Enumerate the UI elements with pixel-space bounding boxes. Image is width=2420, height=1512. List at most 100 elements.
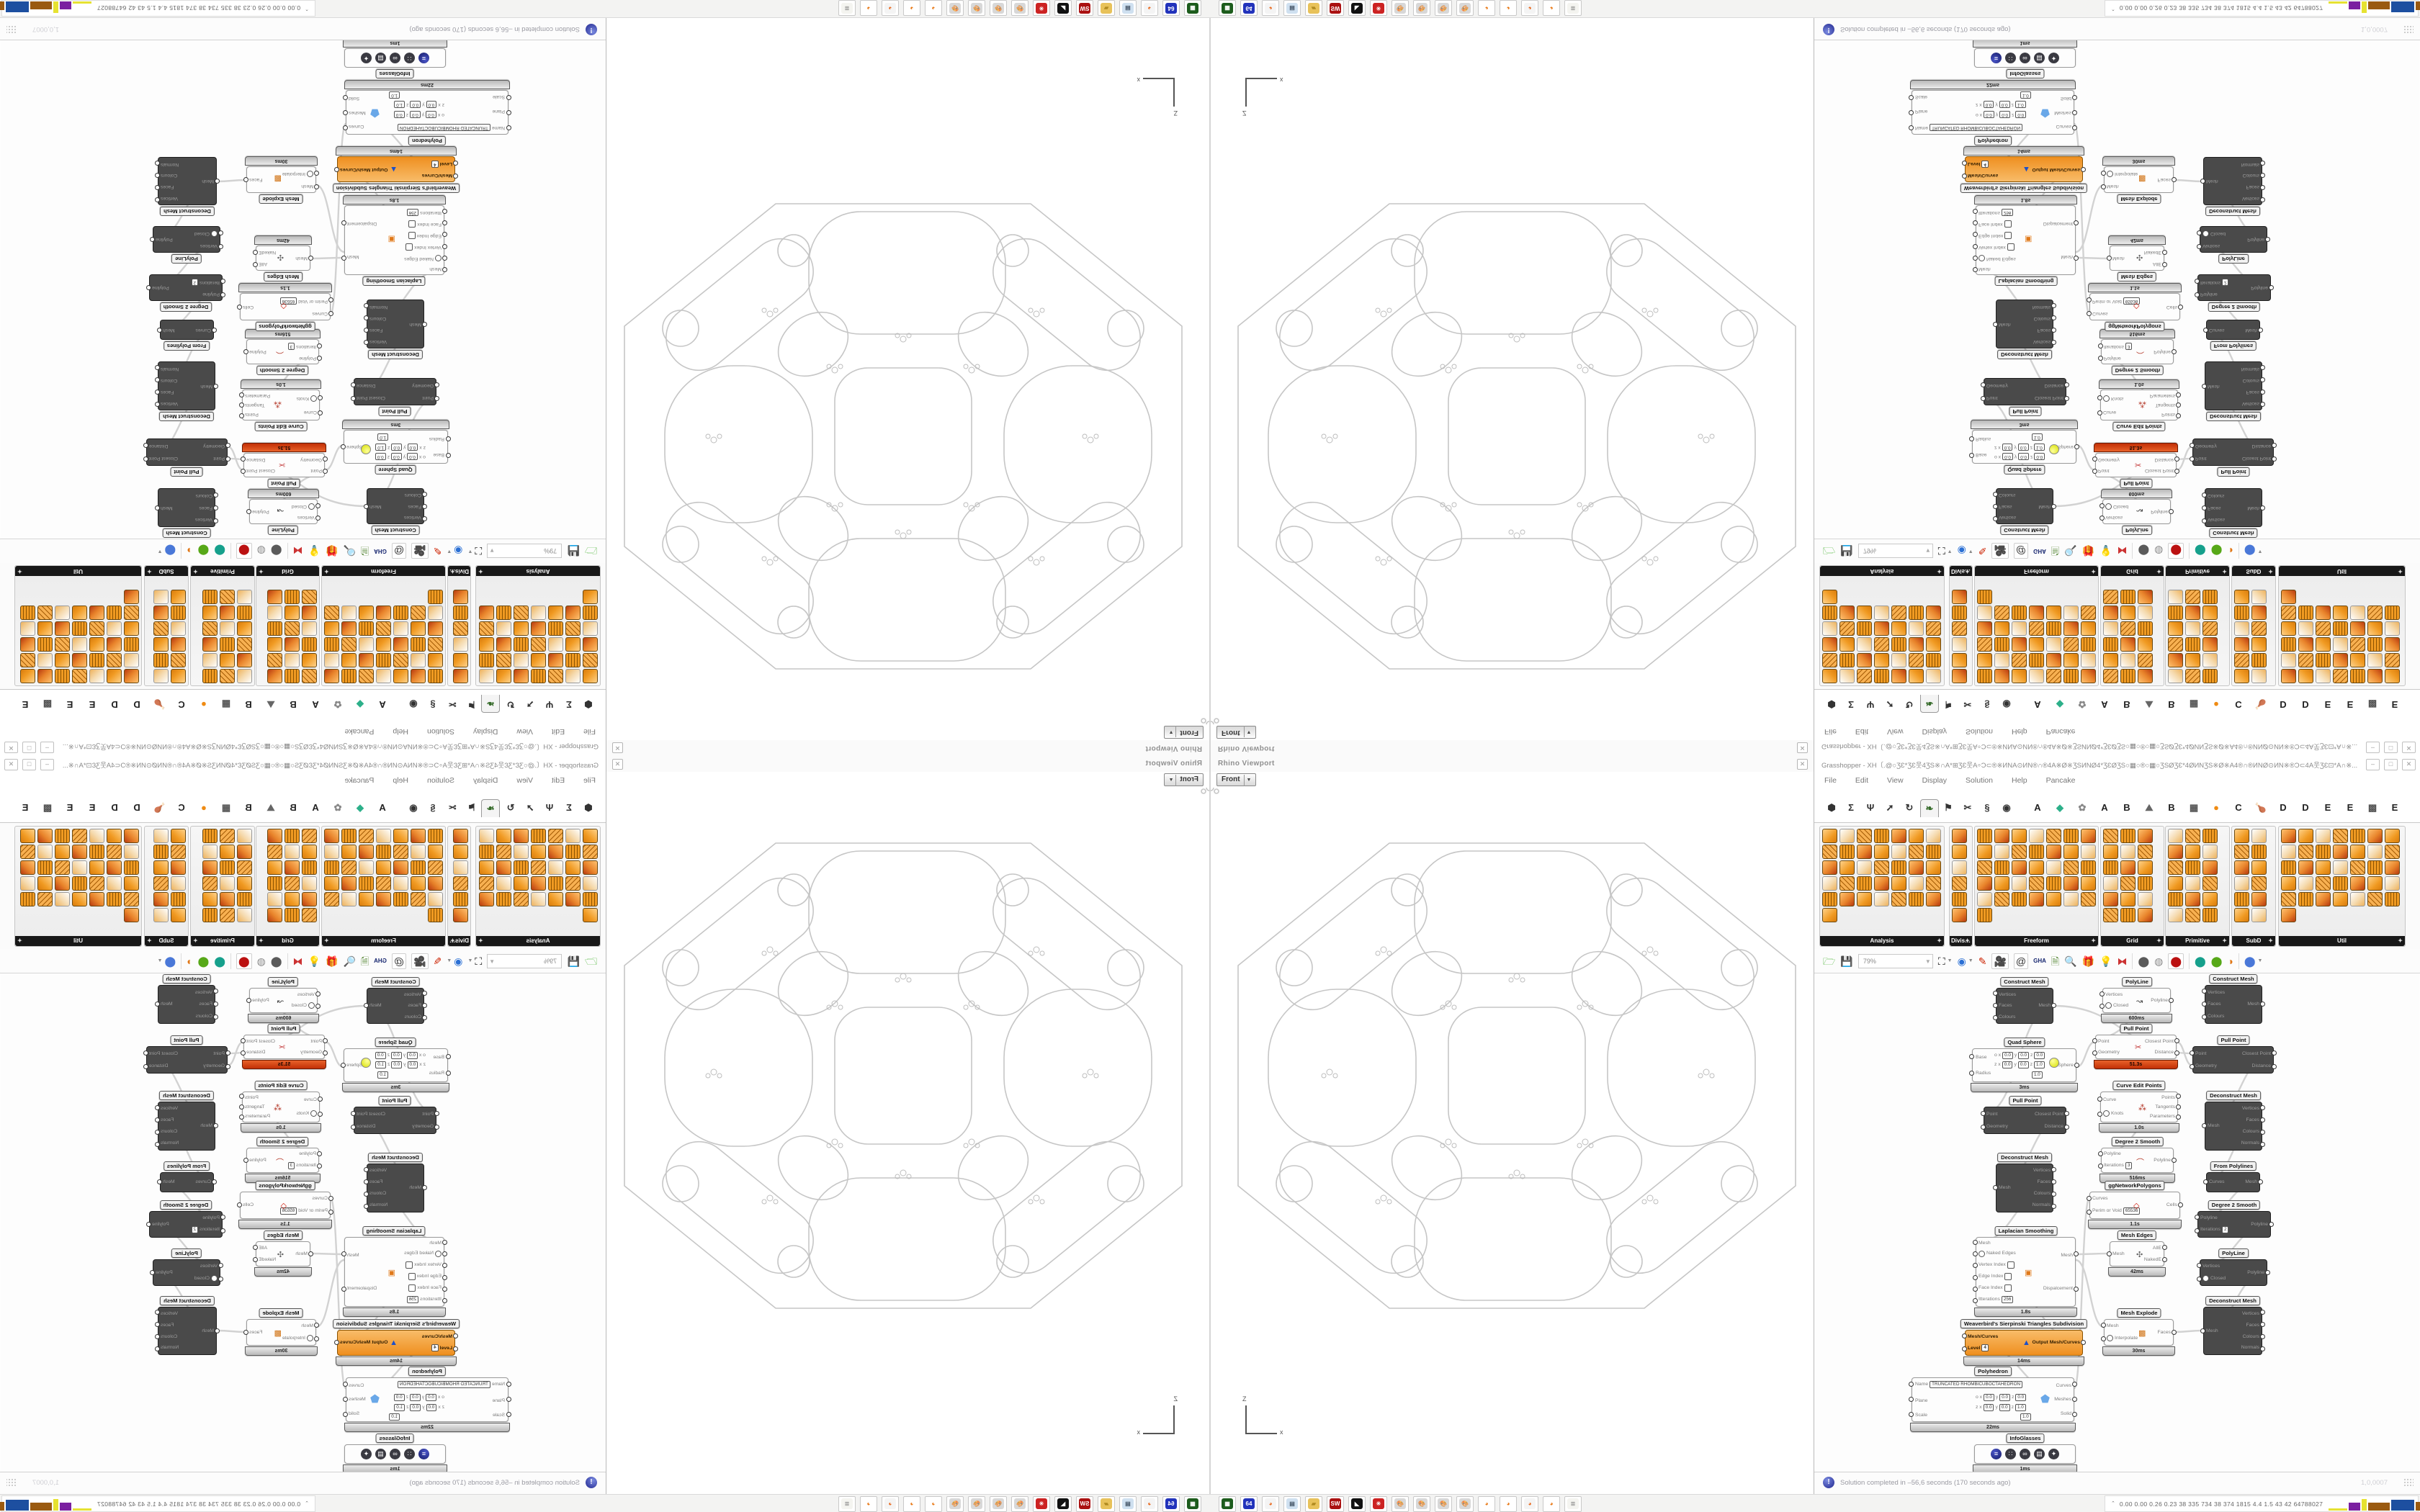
sketch-pen-icon[interactable]: ✎ bbox=[1978, 545, 1987, 557]
component-icon[interactable] bbox=[1926, 860, 1941, 875]
output-row[interactable]: Faces bbox=[161, 389, 174, 395]
infoglasses[interactable]: ≡ ∷ ∞ ▤ ✦ bbox=[344, 1444, 446, 1464]
component-icon[interactable] bbox=[2185, 876, 2200, 891]
input-port-Mesh[interactable] bbox=[2202, 384, 2207, 389]
component-icon[interactable] bbox=[2234, 653, 2249, 667]
mesh-edges-label[interactable]: Mesh Edges bbox=[2117, 272, 2157, 282]
output-port-Faces[interactable] bbox=[2051, 1179, 2056, 1184]
component-icon[interactable] bbox=[20, 845, 35, 859]
component-icon[interactable] bbox=[2316, 876, 2331, 891]
component-icon[interactable] bbox=[2234, 606, 2249, 620]
input-row[interactable]: Mesh bbox=[404, 266, 442, 271]
component-tab-10[interactable]: A bbox=[2034, 699, 2041, 710]
input-port-Vertices[interactable] bbox=[2099, 516, 2105, 521]
component-icon[interactable] bbox=[514, 669, 529, 683]
degree-2-smooth-2[interactable]: Polyline Iterations 2 Polyline bbox=[2197, 274, 2271, 301]
component-icon[interactable] bbox=[220, 876, 235, 891]
component-icon[interactable] bbox=[124, 653, 139, 667]
component-icon[interactable] bbox=[548, 845, 563, 859]
idea-icon[interactable]: 💡 bbox=[308, 955, 321, 967]
save-file-icon[interactable]: 💾 bbox=[1840, 955, 1853, 967]
component-icon[interactable] bbox=[302, 845, 317, 859]
palette-group-label[interactable]: Freeform ✦ bbox=[1975, 936, 2098, 946]
chevron-down-icon[interactable]: ▼ bbox=[489, 958, 496, 965]
floppy64-icon[interactable]: 64 bbox=[1162, 1496, 1180, 1512]
output-port-Parameters[interactable] bbox=[239, 1115, 244, 1120]
component-tab-3[interactable]: ➚ bbox=[1886, 699, 1894, 710]
output-port-Polyline[interactable] bbox=[2269, 285, 2274, 290]
pull-point-1-label[interactable]: Pull Point bbox=[378, 1096, 411, 1105]
output-port-Closest Point[interactable] bbox=[143, 1050, 148, 1056]
display-wire-icon[interactable]: ◍ bbox=[2154, 545, 2164, 557]
component-tab-1[interactable]: Σ bbox=[566, 802, 572, 813]
output-port-Solid[interactable] bbox=[2072, 1412, 2077, 1417]
input-port-Itterations[interactable] bbox=[442, 1298, 447, 1303]
input-row[interactable]: Interpolate bbox=[2107, 1334, 2138, 1341]
output-row[interactable]: Dispalcement bbox=[2043, 221, 2073, 226]
input-row[interactable]: Point bbox=[1986, 395, 2008, 400]
input-row[interactable]: Mesh bbox=[1999, 321, 2011, 327]
input-port-Iterations[interactable] bbox=[2195, 279, 2200, 284]
component-icon[interactable] bbox=[202, 845, 218, 859]
component-tab-0[interactable]: ⬢ bbox=[584, 699, 593, 710]
output-port-Curves[interactable] bbox=[343, 125, 348, 130]
component-icon[interactable] bbox=[531, 653, 546, 667]
input-port-Perim or Void[interactable] bbox=[328, 297, 333, 302]
component-icon[interactable] bbox=[72, 845, 87, 859]
output-port-Distance[interactable] bbox=[2064, 382, 2069, 387]
component-icon[interactable] bbox=[202, 876, 218, 891]
display-wire-icon[interactable]: ◍ bbox=[256, 955, 266, 967]
input-port-Vertex Index[interactable] bbox=[442, 244, 447, 249]
curve-edit-points-label[interactable]: Curve Edit Points bbox=[2112, 1081, 2166, 1090]
input-row[interactable]: Face Index bbox=[1978, 220, 2016, 228]
component-icon[interactable] bbox=[2120, 829, 2136, 843]
component-tab-23[interactable]: E bbox=[2324, 699, 2331, 710]
pull-point-1[interactable]: Point Geometry Closest Point Distance bbox=[354, 378, 436, 405]
component-icon[interactable] bbox=[548, 606, 563, 620]
component-icon[interactable] bbox=[2012, 876, 2027, 891]
input-port-Scale[interactable] bbox=[506, 95, 511, 100]
component-tab-4[interactable]: ↻ bbox=[1905, 699, 1914, 710]
component-icon[interactable] bbox=[220, 621, 235, 636]
component-icon[interactable] bbox=[2333, 621, 2348, 636]
construct-mesh-1-label[interactable]: Construct Mesh bbox=[2000, 977, 2049, 986]
output-port-Points[interactable] bbox=[239, 413, 244, 418]
input-port-Interpolate[interactable] bbox=[314, 1336, 319, 1341]
output-row[interactable]: Normals bbox=[161, 1140, 179, 1146]
input-row[interactable]: Geometry bbox=[300, 1050, 322, 1056]
component-icon[interactable] bbox=[267, 637, 282, 652]
output-port-Faces[interactable] bbox=[155, 390, 160, 395]
blender-icon[interactable]: ◕ bbox=[1478, 0, 1495, 16]
component-icon[interactable] bbox=[267, 590, 282, 604]
zoom-level-combo[interactable]: 79% ▼ bbox=[1857, 544, 1933, 559]
deconstruct-mesh-3[interactable]: Mesh Vertices Faces Colours Normals bbox=[2203, 1307, 2262, 1355]
calculator-icon[interactable]: ▤ bbox=[1119, 1496, 1137, 1512]
output-port-Faces[interactable] bbox=[2172, 177, 2177, 182]
input-port-Closed[interactable] bbox=[2197, 230, 2202, 235]
component-icon[interactable] bbox=[1909, 606, 1924, 620]
quad-sphere[interactable]: Base Radius o x 0.0 y 0.0 z 0.0 z x 0.0 y 0… bbox=[344, 1048, 448, 1082]
idea-icon[interactable]: 💡 bbox=[308, 545, 321, 557]
output-port-Meshes[interactable] bbox=[2072, 1397, 2077, 1402]
component-icon[interactable] bbox=[324, 621, 339, 636]
component-icon[interactable] bbox=[359, 621, 374, 636]
output-row[interactable]: Dispalcement bbox=[347, 221, 377, 226]
output-row[interactable]: Closest Point bbox=[246, 1038, 276, 1044]
input-port-Name[interactable] bbox=[506, 125, 511, 130]
component-tab-2[interactable]: Ψ bbox=[545, 802, 554, 813]
output-row[interactable]: Colours bbox=[2033, 1191, 2051, 1197]
input-port-Knots[interactable] bbox=[2097, 395, 2102, 400]
floppy64-icon[interactable]: 64 bbox=[1240, 1496, 1258, 1512]
component-icon[interactable] bbox=[428, 860, 443, 875]
input-row[interactable]: Level 4 bbox=[1968, 1344, 1998, 1352]
component-icon[interactable] bbox=[376, 876, 391, 891]
component-icon[interactable] bbox=[267, 653, 282, 667]
input-row[interactable]: Point bbox=[300, 1039, 323, 1045]
component-tab-24[interactable]: E bbox=[66, 802, 73, 813]
curve-edit-points-label[interactable]: Curve Edit Points bbox=[254, 422, 308, 431]
deconstruct-mesh-1[interactable]: Mesh Vertices Faces Colours Normals bbox=[1996, 300, 2053, 348]
component-icon[interactable] bbox=[2234, 892, 2249, 906]
output-port-Faces[interactable] bbox=[155, 1322, 160, 1327]
output-row[interactable]: Colours bbox=[2033, 315, 2051, 321]
component-icon[interactable] bbox=[1874, 621, 1889, 636]
